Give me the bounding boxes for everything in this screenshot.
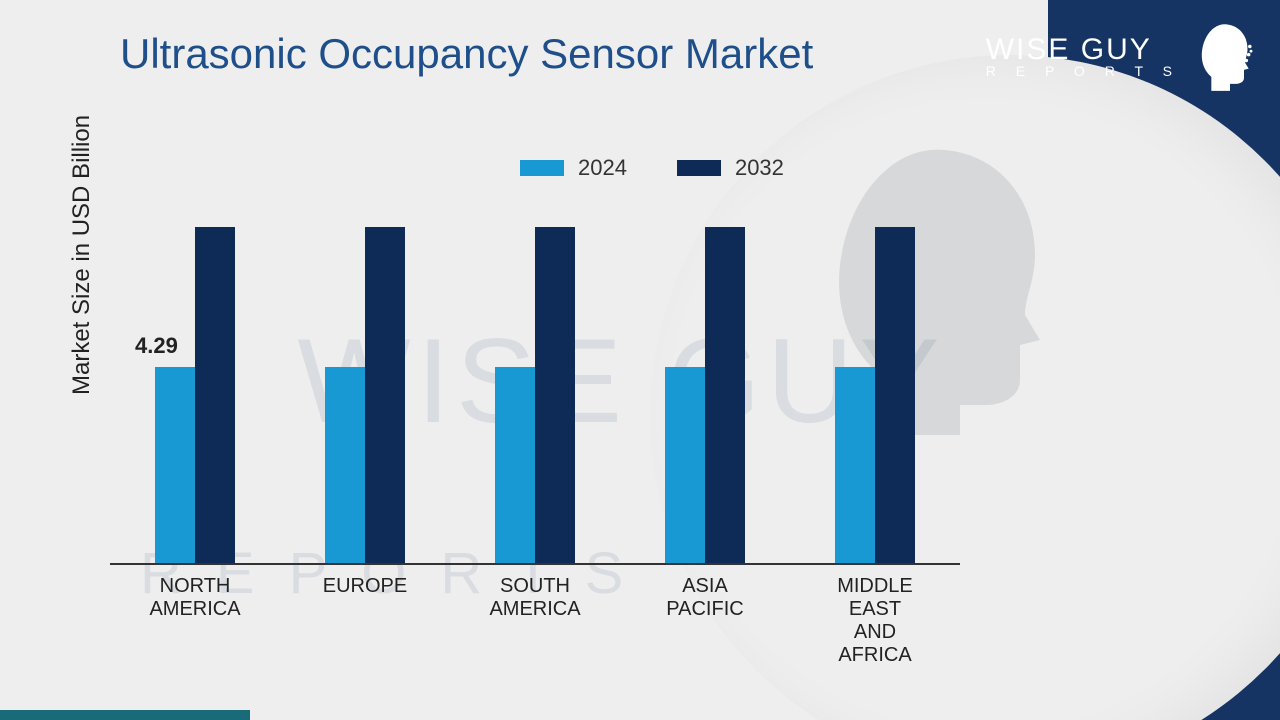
bar-groups: 4.29 bbox=[110, 195, 960, 565]
brand-main: WISE GUY bbox=[986, 36, 1180, 64]
legend-item-2032: 2032 bbox=[677, 155, 784, 181]
x-label: ASIA PACIFIC bbox=[635, 575, 775, 667]
bar bbox=[495, 367, 535, 565]
bar-group bbox=[815, 195, 935, 565]
legend-swatch-2024 bbox=[520, 160, 564, 176]
x-label: SOUTH AMERICA bbox=[465, 575, 605, 667]
bar bbox=[665, 367, 705, 565]
chart-title: Ultrasonic Occupancy Sensor Market bbox=[120, 30, 813, 78]
chart: Ultrasonic Occupancy Sensor Market 2024 … bbox=[0, 0, 1280, 720]
x-axis-line bbox=[110, 563, 960, 565]
bar-group bbox=[475, 195, 595, 565]
y-axis-label: Market Size in USD Billion bbox=[68, 115, 96, 395]
legend-item-2024: 2024 bbox=[520, 155, 627, 181]
bar-group bbox=[305, 195, 425, 565]
bar bbox=[535, 227, 575, 565]
x-label: EUROPE bbox=[295, 575, 435, 667]
bar bbox=[875, 227, 915, 565]
legend-label-2024: 2024 bbox=[578, 155, 627, 181]
bar bbox=[195, 227, 235, 565]
bar bbox=[835, 367, 875, 565]
bar-value-label: 4.29 bbox=[135, 333, 178, 359]
brand-head-icon bbox=[1190, 22, 1256, 92]
brand-sub: R E P O R T S bbox=[986, 65, 1180, 78]
bar bbox=[705, 227, 745, 565]
bar bbox=[155, 367, 195, 565]
x-label: NORTH AMERICA bbox=[125, 575, 265, 667]
brand-logo: WISE GUY R E P O R T S bbox=[986, 22, 1256, 92]
legend: 2024 2032 bbox=[520, 155, 784, 181]
x-labels: NORTH AMERICA EUROPE SOUTH AMERICA ASIA PAC… bbox=[110, 575, 960, 667]
bar-group bbox=[645, 195, 765, 565]
accent-bar bbox=[0, 710, 250, 720]
bar bbox=[365, 227, 405, 565]
bar bbox=[325, 367, 365, 565]
legend-swatch-2032 bbox=[677, 160, 721, 176]
x-label: MIDDLE EAST AND AFRICA bbox=[805, 575, 945, 667]
bar-group: 4.29 bbox=[135, 195, 255, 565]
plot-area: 4.29 bbox=[110, 195, 960, 565]
legend-label-2032: 2032 bbox=[735, 155, 784, 181]
stage: WISE GUY REPORTS WISE GUY R E P O R T S bbox=[0, 0, 1280, 720]
